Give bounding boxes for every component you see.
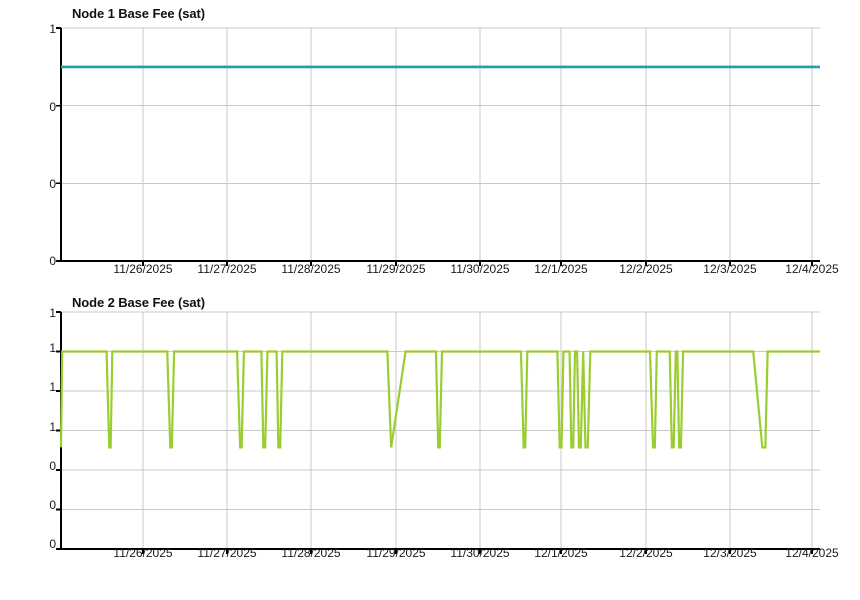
plot-area-node-1 [56, 27, 820, 266]
x-tick-label: 11/30/2025 [450, 262, 510, 276]
y-tick-label: 0 [49, 459, 56, 473]
y-tick-label: 1 [49, 420, 56, 434]
y-tick-label: 1 [49, 22, 56, 36]
chart-title-node-2: Node 2 Base Fee (sat) [72, 295, 206, 310]
x-tick-label: 11/26/2025 [113, 262, 173, 276]
x-tick-label: 11/28/2025 [281, 546, 341, 560]
chart-panel-node-2: Node 2 Base Fee (sat) 1 1 1 1 0 0 0 11/2… [0, 290, 860, 580]
chart-title-node-1: Node 1 Base Fee (sat) [72, 6, 206, 21]
x-tick-label: 11/30/2025 [450, 546, 510, 560]
x-tick-label: 12/2/2025 [619, 546, 673, 560]
x-tick-label: 12/4/2025 [785, 262, 839, 276]
y-tick-label: 1 [49, 380, 56, 394]
x-tick-label: 12/1/2025 [534, 546, 588, 560]
x-tick-label: 12/2/2025 [619, 262, 673, 276]
x-tick-label: 11/26/2025 [113, 546, 173, 560]
plot-area-node-2 [56, 311, 820, 554]
y-tick-label: 1 [49, 306, 56, 320]
x-tick-label: 11/27/2025 [197, 546, 257, 560]
y-tick-label: 0 [49, 100, 56, 114]
x-tick-label: 11/28/2025 [281, 262, 341, 276]
x-tick-label: 12/3/2025 [703, 262, 757, 276]
y-tick-label: 0 [49, 537, 56, 551]
x-tick-label: 11/29/2025 [366, 546, 426, 560]
x-tick-label: 12/4/2025 [785, 546, 839, 560]
y-tick-label: 0 [49, 254, 56, 268]
y-tick-label: 0 [49, 177, 56, 191]
y-tick-label: 0 [49, 498, 56, 512]
y-tick-label: 1 [49, 341, 56, 355]
x-tick-label: 12/1/2025 [534, 262, 588, 276]
x-tick-label: 12/3/2025 [703, 546, 757, 560]
x-tick-label: 11/29/2025 [366, 262, 426, 276]
chart-panel-node-1: Node 1 Base Fee (sat) 1 0 0 0 11/26/2025… [0, 0, 860, 290]
x-tick-label: 11/27/2025 [197, 262, 257, 276]
